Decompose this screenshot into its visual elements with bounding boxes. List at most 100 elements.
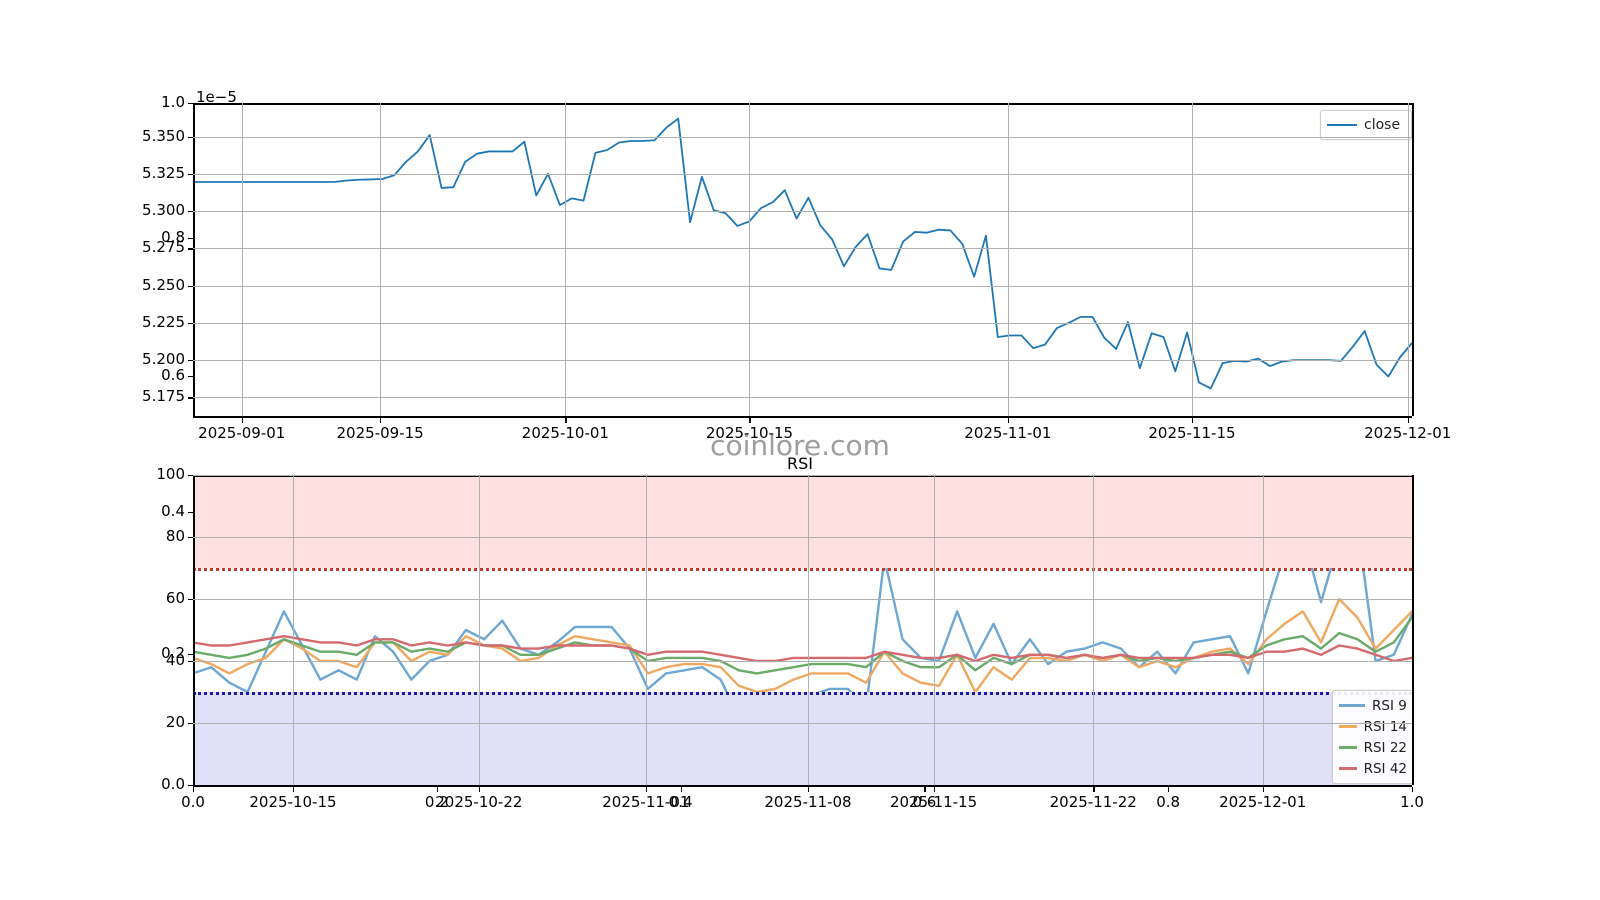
close-price-line [193,119,1412,389]
rsi42-legend-label: RSI 42 [1363,760,1407,777]
price-x-tick [241,418,244,423]
rsi-x-tick-label: 2025-11-01 [602,793,690,811]
rsi14-legend-swatch [1339,725,1357,728]
rsi-y-tick [188,475,193,477]
rsi-x-tick [1262,787,1264,792]
rsi-x-tick-label: 2025-12-01 [1219,793,1307,811]
rsi-gridline [193,723,1412,724]
rsi-x-tick-label: 2025-11-08 [764,793,852,811]
rsi-overlay-x-tick [1168,787,1170,792]
rsi-legend[interactable]: RSI 9 RSI 14 RSI 22 RSI 42 [1332,690,1414,784]
rsi-x-tick-label: 2025-11-15 [889,793,978,811]
price-gridline [193,173,1412,175]
rsi22-line [193,618,1412,674]
price-gridline [193,248,1412,250]
price-gridline [193,360,1412,362]
rsi-top-spine [193,475,1412,477]
rsi-x-tick [478,787,481,792]
rsi-overlay-x-tick [924,787,926,792]
rsi-gridline [193,599,1412,600]
rsi-gridline [193,661,1412,662]
rsi-left-spine [193,475,195,785]
rsi-y-tick-label: 60 [165,589,185,607]
rsi-overlay-y-tick-label: 0.4 [161,502,185,520]
rsi-overlay-x-tick-label: 0.2 [424,793,449,811]
price-x-tick-label: 2025-10-01 [521,424,609,442]
rsi-gridline [193,475,1412,476]
rsi-gridline [292,475,294,785]
price-line-svg [193,103,1412,416]
price-gridline [380,103,382,416]
price-gridline [1407,103,1409,416]
price-x-tick [749,418,751,423]
rsi-y-tick-label: 20 [165,713,185,731]
rsi-overlay-x-tick [680,787,682,792]
price-y-tick [188,285,193,287]
rsi-oversold-threshold-line [193,692,1412,695]
rsi-overlay-y-tick-label: 0.0 [161,775,185,793]
price-y-tick-label: 5.300 [142,201,185,220]
price-legend[interactable]: close [1320,110,1412,140]
close-legend-swatch [1327,124,1357,126]
rsi-overbought-threshold-line [193,568,1412,571]
price-overlay-y-tick-label: 1.0 [161,93,185,111]
rsi-overlay-y-tick [188,785,193,787]
rsi-y-tick-label: 100 [156,465,185,483]
rsi-legend-row[interactable]: RSI 42 [1339,758,1407,779]
rsi14-legend-label: RSI 14 [1363,718,1407,735]
price-chart-plot-area [193,103,1412,416]
rsi-y-tick [188,661,193,663]
price-overlay-y-tick-label: 0.8 [161,228,185,246]
rsi-gridline [193,537,1412,538]
price-gridline [193,322,1412,324]
rsi-chart-plot-area [193,475,1412,785]
price-overlay-y-tick [188,376,193,378]
price-x-tick [565,418,567,423]
rsi-overlay-x-tick-label: 1.0 [1400,793,1424,811]
price-x-tick-label: 2025-12-01 [1364,424,1452,442]
rsi-y-tick-label: 80 [165,527,185,545]
price-y-tick [188,211,193,213]
price-y-tick-label: 5.175 [142,387,185,406]
price-gridline [1007,103,1009,416]
price-y-tick-label: 5.225 [142,312,185,331]
rsi-legend-row[interactable]: RSI 9 [1339,695,1407,716]
rsi14-line [193,599,1412,692]
rsi-x-tick [292,787,295,792]
rsi-y-tick-label: 40 [165,651,185,669]
price-x-tick-label: 2025-09-01 [198,424,286,442]
price-y-tick [188,173,193,176]
rsi-overlay-y-tick [188,654,193,656]
price-gridline [749,103,751,416]
price-overlay-y-tick [188,238,193,240]
rsi-y-tick [188,537,193,539]
rsi-x-tick-label: 2025-10-15 [249,793,337,811]
rsi-legend-row[interactable]: RSI 22 [1339,737,1407,758]
rsi22-legend-label: RSI 22 [1363,739,1407,756]
price-gridline [193,285,1412,287]
rsi-x-tick-label: 2025-11-22 [1049,793,1137,811]
rsi-gridline [807,475,809,785]
rsi-y-tick [188,599,193,601]
price-x-tick [1407,418,1410,423]
price-overlay-y-tick-label: 0.6 [161,366,185,384]
close-legend-label: close [1364,117,1401,133]
price-x-tick-label: 2025-11-01 [964,424,1052,442]
rsi-gridline [1093,475,1095,785]
rsi-overlay-x-tick-label: 0.4 [668,793,693,811]
rsi-overbought-band [193,475,1412,568]
price-y-tick [188,136,193,138]
rsi-overlay-y-tick-label: 0.2 [161,644,185,662]
rsi-x-tick [807,787,810,792]
price-y-tick [188,322,193,325]
price-y-tick-label: 5.325 [142,163,185,182]
rsi-gridline [645,475,647,785]
rsi-x-tick [1093,787,1095,792]
price-x-tick-label: 2025-10-15 [705,424,794,442]
price-y-tick [188,248,193,250]
rsi-y-tick [188,723,193,725]
rsi-overlay-x-tick-label: 0.6 [912,793,937,811]
price-bottom-spine [193,416,1412,418]
rsi-legend-row[interactable]: RSI 14 [1339,716,1407,737]
